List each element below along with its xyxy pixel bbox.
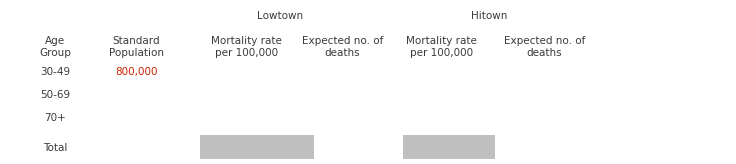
Bar	[200, 135, 314, 159]
Text: 70+: 70+	[44, 113, 66, 123]
Text: Hitown: Hitown	[471, 11, 508, 21]
Text: Mortality rate
per 100,000: Mortality rate per 100,000	[211, 36, 282, 59]
Text: Expected no. of
deaths: Expected no. of deaths	[504, 36, 585, 59]
Text: Expected no. of
deaths: Expected no. of deaths	[302, 36, 383, 59]
Text: Lowtown: Lowtown	[257, 11, 302, 21]
Text: Total: Total	[43, 143, 68, 153]
Bar	[403, 135, 495, 159]
Text: Mortality rate
per 100,000: Mortality rate per 100,000	[406, 36, 477, 59]
Text: 50-69: 50-69	[40, 90, 70, 100]
Text: Age
Group: Age Group	[39, 36, 71, 59]
Text: Standard
Population: Standard Population	[109, 36, 163, 59]
Text: 800,000: 800,000	[115, 67, 158, 77]
Text: 30-49: 30-49	[40, 67, 70, 77]
